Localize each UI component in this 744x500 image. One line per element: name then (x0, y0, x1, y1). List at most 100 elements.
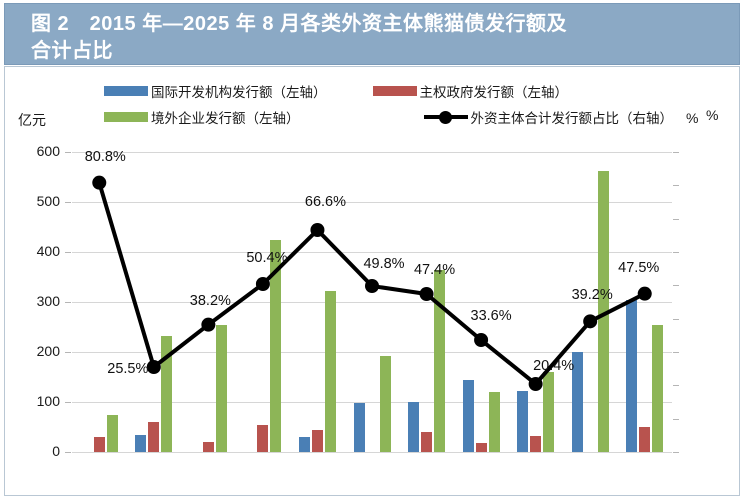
bar (488, 392, 500, 452)
left-axis-tick-label: 0 (52, 443, 60, 459)
bar (434, 269, 446, 452)
bar (148, 422, 160, 452)
bar (462, 379, 474, 452)
right-axis-tick-mark (673, 252, 679, 253)
line-marker (419, 287, 434, 301)
right-axis-tick-mark (673, 452, 679, 453)
legend-row-2: 境外企业发行额（左轴） 外资主体合计发行额占比（右轴） (104, 107, 673, 127)
right-axis-tick-mark (673, 352, 679, 353)
left-axis-tick-label: 400 (36, 243, 60, 259)
bar (421, 432, 433, 452)
data-point-label: 39.2% (571, 287, 613, 304)
bar (353, 403, 365, 452)
legend-item-green: 境外企业发行额（左轴） (104, 107, 300, 127)
line-path (97, 182, 646, 386)
bar (639, 427, 651, 452)
bar (270, 239, 282, 452)
right-axis-tick-mark (673, 385, 679, 387)
data-point-label: 47.4% (413, 262, 456, 278)
gridline (72, 252, 672, 253)
bar (517, 391, 529, 452)
line-marker (637, 286, 652, 301)
legend-item-blue: 国际开发机构发行额（左轴） (104, 81, 327, 101)
legend-label-green: 境外企业发行额（左轴） (151, 111, 300, 126)
line-marker (201, 317, 216, 332)
bar (202, 442, 214, 452)
bar (215, 324, 227, 452)
legend-percent-unit: % (706, 107, 719, 123)
right-axis-unit: % (686, 110, 699, 126)
data-point-label: 47.5% (618, 259, 660, 276)
bar (161, 336, 173, 452)
data-point-label: 33.6% (470, 308, 512, 324)
left-axis-tick-mark (65, 152, 71, 153)
line-marker (310, 223, 325, 237)
left-axis-tick-mark (65, 202, 71, 203)
bar (408, 402, 420, 452)
legend-swatch-blue-icon (104, 86, 148, 96)
gridline (72, 152, 672, 153)
left-axis-tick-label: 300 (36, 293, 60, 309)
data-point-label: 80.8% (84, 148, 126, 165)
legend-label-blue: 国际开发机构发行额（左轴） (151, 85, 327, 100)
line-marker (255, 277, 270, 291)
line-marker (528, 377, 543, 391)
left-axis-tick-mark (65, 252, 71, 253)
bar (379, 356, 391, 452)
legend-item-line: 外资主体合计发行额占比（右轴） (423, 107, 674, 127)
right-axis-tick-mark (673, 218, 679, 220)
data-point-label: 66.6% (304, 194, 347, 210)
line-marker (92, 175, 107, 190)
left-axis-tick-mark (65, 402, 71, 403)
page-title: 图 2 2015 年—2025 年 8 月各类外资主体熊猫债发行额及 合计占比 (31, 13, 568, 62)
bar (530, 436, 542, 452)
bar (571, 352, 583, 452)
bar (475, 443, 487, 452)
data-point-label: 38.2% (189, 292, 231, 309)
right-axis-tick-mark (673, 185, 679, 187)
legend-label-red: 主权政府发行额（左轴） (419, 85, 569, 100)
left-axis-unit: 亿元 (18, 112, 46, 128)
data-point-label: 20.4% (533, 358, 575, 374)
data-point-label: 25.5% (107, 361, 149, 377)
bar (135, 434, 147, 452)
line-marker (146, 360, 161, 374)
left-axis-tick-label: 500 (36, 193, 60, 209)
gridline (72, 452, 672, 453)
line-marker (583, 314, 598, 329)
line-marker (365, 279, 379, 293)
bar (626, 299, 638, 452)
left-axis-tick-mark (65, 452, 71, 453)
gridline (72, 202, 672, 203)
data-point-label: 50.4% (246, 250, 288, 266)
left-axis-tick-label: 100 (36, 393, 60, 409)
left-axis-tick-label: 600 (36, 143, 60, 159)
data-point-label: 49.8% (363, 256, 405, 272)
right-axis-tick-mark (673, 152, 679, 153)
legend-swatch-red-icon (372, 86, 417, 96)
legend-line-marker-icon (423, 110, 468, 124)
bar (298, 437, 310, 452)
right-axis-tick-mark (673, 285, 679, 287)
legend-label-line: 外资主体合计发行额占比（右轴） (470, 111, 674, 126)
right-axis-tick-mark (673, 418, 679, 420)
bar (257, 424, 269, 452)
legend-swatch-green-icon (104, 112, 148, 122)
bar (597, 171, 609, 452)
bar (543, 372, 555, 452)
line-marker (474, 333, 489, 347)
bar (93, 437, 105, 452)
bar (311, 429, 323, 452)
legend-item-red: 主权政府发行额（左轴） (372, 81, 569, 101)
right-axis-tick-mark (673, 318, 679, 320)
left-axis-tick-mark (65, 302, 71, 303)
bar (324, 291, 336, 452)
legend-row-1: 国际开发机构发行额（左轴） 主权政府发行额（左轴） (104, 81, 568, 101)
title-banner: 图 2 2015 年—2025 年 8 月各类外资主体熊猫债发行额及 合计占比 (4, 3, 740, 65)
plot-area: 80.8% 25.5% 38.2% 50.4% 66.6% 49.8% 47.4% 33.6%… (37, 143, 679, 459)
left-axis-tick-label: 200 (36, 343, 60, 359)
bar (106, 414, 118, 452)
bar (652, 324, 664, 452)
left-axis-tick-mark (65, 352, 71, 353)
